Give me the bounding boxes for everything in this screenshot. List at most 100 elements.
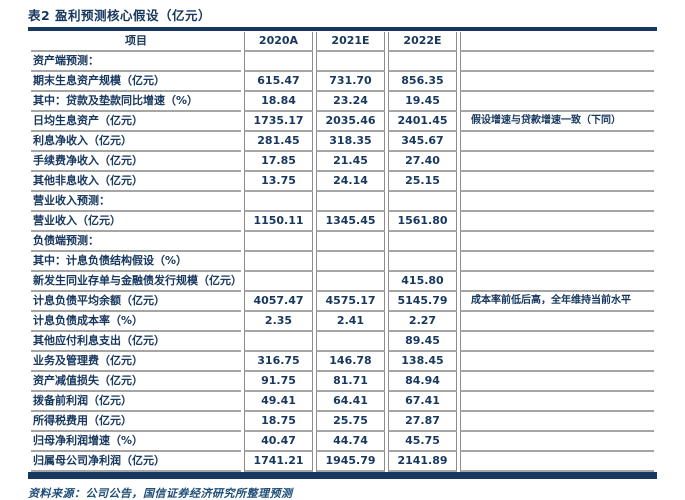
row-value: 2.41 (316, 312, 385, 332)
row-value: 731.70 (316, 72, 385, 92)
row-value: 1345.45 (316, 212, 385, 232)
row-note (460, 92, 654, 112)
row-label: 资产端预测： (31, 52, 241, 72)
row-note (460, 312, 654, 332)
table-row: 归属母公司净利润（亿元） 1741.21 1945.79 2141.89 (31, 452, 654, 472)
row-value: 18.84 (244, 92, 313, 112)
row-note (460, 432, 654, 452)
row-value: 67.41 (388, 392, 457, 412)
row-value: 17.85 (244, 152, 313, 172)
table-row: 利息净收入（亿元） 281.45 318.35 345.67 (31, 132, 654, 152)
row-label: 计息负债平均余额（亿元） (31, 292, 241, 312)
row-value: 2401.45 (388, 112, 457, 132)
row-value (316, 52, 385, 72)
table-row: 所得税费用（亿元） 18.75 25.75 27.87 (31, 412, 654, 432)
table-row: 负债端预测： (31, 232, 654, 252)
row-value: 49.41 (244, 392, 313, 412)
row-note (460, 52, 654, 72)
row-label: 期末生息资产规模（亿元） (31, 72, 241, 92)
row-value (316, 192, 385, 212)
row-note (460, 212, 654, 232)
column-header-note (460, 32, 654, 52)
row-value (316, 272, 385, 292)
table-bottom-bar (28, 472, 657, 479)
row-label: 手续费净收入（亿元） (31, 152, 241, 172)
row-value: 25.75 (316, 412, 385, 432)
row-value (316, 232, 385, 252)
row-note (460, 372, 654, 392)
column-header-2020a: 2020A (244, 32, 313, 52)
row-value: 21.45 (316, 152, 385, 172)
row-note (460, 72, 654, 92)
row-value: 2.35 (244, 312, 313, 332)
row-label: 日均生息资产（亿元） (31, 112, 241, 132)
table-row: 手续费净收入（亿元） 17.85 21.45 27.40 (31, 152, 654, 172)
row-value (388, 192, 457, 212)
table-row: 营业收入（亿元） 1150.11 1345.45 1561.80 (31, 212, 654, 232)
row-label: 其中：计息负债结构假设（%） (31, 252, 241, 272)
row-value: 27.40 (388, 152, 457, 172)
row-value: 415.80 (388, 272, 457, 292)
row-value: 138.45 (388, 352, 457, 372)
row-note (460, 352, 654, 372)
row-value (244, 252, 313, 272)
row-value: 18.75 (244, 412, 313, 432)
table-row: 资产端预测： (31, 52, 654, 72)
table-row: 拨备前利润（亿元） 49.41 64.41 67.41 (31, 392, 654, 412)
row-label: 资产减值损失（亿元） (31, 372, 241, 392)
table-row: 业务及管理费（亿元） 316.75 146.78 138.45 (31, 352, 654, 372)
row-note (460, 332, 654, 352)
row-label: 归母净利润增速（%） (31, 432, 241, 452)
row-value: 45.75 (388, 432, 457, 452)
row-value: 5145.79 (388, 292, 457, 312)
column-header-2022e: 2022E (388, 32, 457, 52)
row-label: 新发生同业存单与金融债发行规模（亿元） (31, 272, 241, 292)
row-label: 其他应付利息支出（亿元） (31, 332, 241, 352)
table-title: 表2 盈利预测核心假设（亿元） (28, 8, 212, 23)
row-value (388, 52, 457, 72)
row-value: 1741.21 (244, 452, 313, 472)
row-value: 316.75 (244, 352, 313, 372)
row-note (460, 192, 654, 212)
table-row: 资产减值损失（亿元） 91.75 81.71 84.94 (31, 372, 654, 392)
row-value: 64.41 (316, 392, 385, 412)
column-header-item: 项目 (31, 32, 241, 52)
row-label: 利息净收入（亿元） (31, 132, 241, 152)
row-label: 拨备前利润（亿元） (31, 392, 241, 412)
row-note (460, 232, 654, 252)
row-value: 146.78 (316, 352, 385, 372)
row-label: 所得税费用（亿元） (31, 412, 241, 432)
row-value: 44.74 (316, 432, 385, 452)
row-label: 其中：贷款及垫款同比增速（%） (31, 92, 241, 112)
row-note (460, 132, 654, 152)
row-value: 84.94 (388, 372, 457, 392)
table-row: 归母净利润增速（%） 40.47 44.74 45.75 (31, 432, 654, 452)
table-row: 营业收入预测： (31, 192, 654, 212)
row-value: 1735.17 (244, 112, 313, 132)
table-row: 期末生息资产规模（亿元） 615.47 731.70 856.35 (31, 72, 654, 92)
row-value: 19.45 (388, 92, 457, 112)
row-value: 281.45 (244, 132, 313, 152)
row-value: 4057.47 (244, 292, 313, 312)
row-value: 615.47 (244, 72, 313, 92)
row-label: 其他非息收入（亿元） (31, 172, 241, 192)
row-label: 业务及管理费（亿元） (31, 352, 241, 372)
row-label: 营业收入（亿元） (31, 212, 241, 232)
row-label: 计息负债成本率（%） (31, 312, 241, 332)
row-note (460, 412, 654, 432)
row-note (460, 392, 654, 412)
row-value: 1561.80 (388, 212, 457, 232)
table-header-row: 项目 2020A 2021E 2022E (31, 32, 654, 52)
row-value: 1945.79 (316, 452, 385, 472)
row-value: 4575.17 (316, 292, 385, 312)
table-row: 计息负债成本率（%） 2.35 2.41 2.27 (31, 312, 654, 332)
row-value: 89.45 (388, 332, 457, 352)
title-rule (28, 27, 657, 31)
row-value: 1150.11 (244, 212, 313, 232)
source-footnote: 资料来源：公司公告，国信证券经济研究所整理预测 (28, 487, 293, 500)
row-label: 归属母公司净利润（亿元） (31, 452, 241, 472)
row-value (244, 272, 313, 292)
row-note (460, 152, 654, 172)
